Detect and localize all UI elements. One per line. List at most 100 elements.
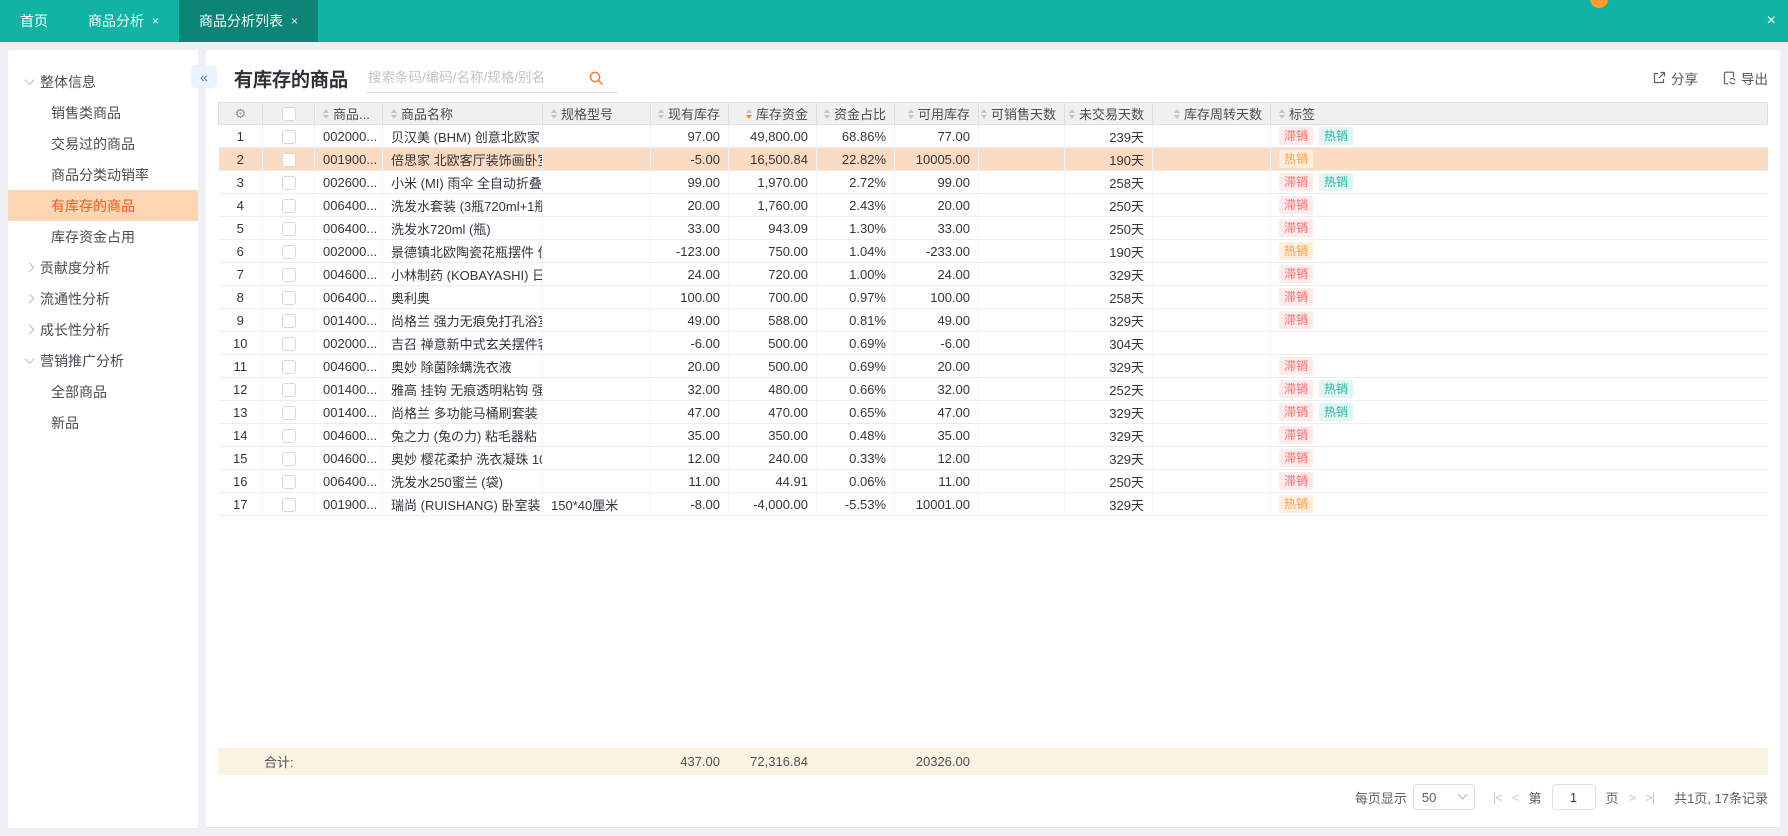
tab-item[interactable]: 首页 [0,0,68,42]
column-header-turnover[interactable]: 库存周转天数 [1152,102,1271,125]
row-checkbox[interactable] [281,129,296,144]
row-index: 11 [218,354,263,378]
sort-icon[interactable] [551,108,557,119]
gear-icon[interactable]: ⚙ [234,105,247,121]
tab-close-icon[interactable]: × [152,14,160,28]
sort-icon[interactable] [1279,108,1285,119]
row-checkbox[interactable] [281,359,296,374]
sidebar-item-label: 新品 [51,414,79,431]
share-button[interactable]: 分享 [1652,68,1698,88]
table-row[interactable]: 13 001400... 尚格兰 多功能马桶刷套装 无 47.00 470.00 0.65… [218,400,1768,424]
row-checkbox[interactable] [281,244,296,259]
column-header-spec[interactable]: 规格型号 [542,102,651,125]
row-checkbox[interactable] [281,198,296,213]
table-row[interactable]: 4 006400... 洗发水套装 (3瓶720ml+1瓶 20.00 1,760.00… [218,193,1768,217]
last-page-button[interactable]: >| [1645,789,1655,805]
column-header-avail[interactable]: 可用库存 [894,102,979,125]
table-row[interactable]: 11 004600... 奥妙 除菌除螨洗衣液 20.00 500.00 0.69% 20.… [218,354,1768,378]
sort-icon[interactable] [391,108,397,119]
table-row[interactable]: 14 004600... 兔之力 (兔の力) 粘毛器粘 35.00 350.00 0.48… [218,423,1768,447]
sort-icon[interactable] [980,108,987,119]
page-size-select[interactable]: 50 [1412,784,1475,810]
table-row[interactable]: 2 001900... 倍思家 北欧客厅装饰画卧室 -5.00 16,500.84 22.… [218,147,1768,171]
table-row[interactable]: 6 002000... 景德镇北欧陶瓷花瓶摆件 优 -123.00 750.00 1.04… [218,239,1768,263]
tab-active[interactable]: 商品分析列表 × [179,0,319,42]
select-all-header[interactable] [262,102,315,125]
sidebar-item[interactable]: 贡献度分析 [8,252,198,283]
column-header-name[interactable]: 商品名称 [382,102,543,125]
column-header-fund[interactable]: 库存资金 [728,102,817,125]
sidebar-item[interactable]: 成长性分析 [8,314,198,345]
sort-icon[interactable] [823,108,830,119]
table-row[interactable]: 7 004600... 小林制药 (KOBAYASHI) 日 24.00 720.00 1… [218,262,1768,286]
table-row[interactable]: 5 006400... 洗发水720ml (瓶) 33.00 943.09 1.30% 33… [218,216,1768,240]
column-settings-header[interactable]: ⚙ [218,102,263,125]
table-row[interactable]: 10 002000... 吉召 禅意新中式玄关摆件客 -6.00 500.00 0.69%… [218,331,1768,355]
row-checkbox[interactable] [281,290,296,305]
sidebar-item[interactable]: 交易过的商品 [8,128,198,159]
sort-icon[interactable] [745,108,752,119]
table-row[interactable]: 3 002600... 小米 (MI) 雨伞 全自动折叠 99.00 1,970.00 2… [218,170,1768,194]
export-icon [1723,71,1736,85]
prev-page-button[interactable]: < [1511,789,1520,805]
column-header-ratio[interactable]: 资金占比 [816,102,895,125]
sort-icon[interactable] [323,108,329,119]
sidebar-item[interactable]: 营销推广分析 [8,345,198,376]
page-number-input[interactable] [1551,784,1596,810]
sort-icon[interactable] [657,108,664,119]
close-all-icon[interactable]: × [1766,12,1776,29]
sort-icon[interactable] [1173,108,1180,119]
sidebar-item-label: 交易过的商品 [51,135,135,152]
cell-tags: 滞销 [1270,193,1768,217]
row-checkbox[interactable] [281,382,296,397]
table-row[interactable]: 8 006400... 奥利奥 100.00 700.00 0.97% 100.00 258天… [218,285,1768,309]
row-checkbox[interactable] [281,474,296,489]
search-input[interactable] [366,69,581,86]
tab-item[interactable]: 商品分析 × [68,0,179,42]
table-row[interactable]: 16 006400... 洗发水250蜜兰 (袋) 11.00 44.91 0.06% 11… [218,469,1768,493]
row-checkbox[interactable] [281,428,296,443]
sidebar-item[interactable]: 新品 [8,407,198,438]
sidebar-item[interactable]: 整体信息 [8,66,198,97]
cell-spec [542,124,651,148]
row-checkbox[interactable] [281,497,296,512]
column-header-no_trade[interactable]: 未交易天数 [1064,102,1153,125]
page-title: 有库存的商品 [234,69,349,91]
sort-icon[interactable] [907,108,914,119]
sidebar-collapse-button[interactable]: « [191,65,217,88]
column-header-stock[interactable]: 现有库存 [650,102,729,125]
row-checkbox[interactable] [281,267,296,282]
column-header-code[interactable]: 商品... [314,102,383,125]
sort-icon[interactable] [1068,108,1075,119]
search-icon[interactable] [588,70,604,86]
row-index: 6 [218,239,263,263]
tab-close-icon[interactable]: × [291,14,299,28]
sidebar-item[interactable]: 销售类商品 [8,97,198,128]
table-row[interactable]: 17 001900... 瑞尚 (RUISHANG) 卧室装 150*40厘米 -8.0… [218,492,1768,516]
column-header-tags[interactable]: 标签 [1270,102,1768,125]
row-checkbox[interactable] [281,221,296,236]
row-checkbox[interactable] [281,175,296,190]
tag-badge: 滞销 [1279,173,1314,191]
next-page-button[interactable]: > [1628,789,1637,805]
table-row[interactable]: 9 001400... 尚格兰 强力无痕免打孔浴室 49.00 588.00 0.81% 4… [218,308,1768,332]
table-row[interactable]: 15 004600... 奥妙 樱花柔护 洗衣凝珠 10 12.00 240.00 0.3… [218,446,1768,470]
row-checkbox[interactable] [281,451,296,466]
row-checkbox[interactable] [281,152,296,167]
row-checkbox[interactable] [281,405,296,420]
sidebar-item[interactable]: 流通性分析 [8,283,198,314]
sidebar-item[interactable]: 库存资金占用 [8,221,198,252]
sidebar-item[interactable]: 商品分类动销率 [8,159,198,190]
first-page-button[interactable]: |< [1492,789,1503,805]
select-all-checkbox[interactable] [281,107,296,122]
sidebar-item[interactable]: 有库存的商品 [8,190,198,221]
table-row[interactable]: 1 002000... 贝汉美 (BHM) 创意北欧家 97.00 49,800.00 6… [218,124,1768,148]
row-checkbox[interactable] [281,313,296,328]
table-row[interactable]: 12 001400... 雅高 挂钩 无痕透明粘钩 强 32.00 480.00 0.66… [218,377,1768,401]
sidebar-item[interactable]: 全部商品 [8,376,198,407]
column-header-label: 商品名称 [401,107,454,122]
export-button[interactable]: 导出 [1722,68,1768,88]
row-checkbox[interactable] [281,336,296,351]
sort-up-arrow [1068,108,1075,113]
column-header-sell_days[interactable]: 可销售天数 [978,102,1065,125]
